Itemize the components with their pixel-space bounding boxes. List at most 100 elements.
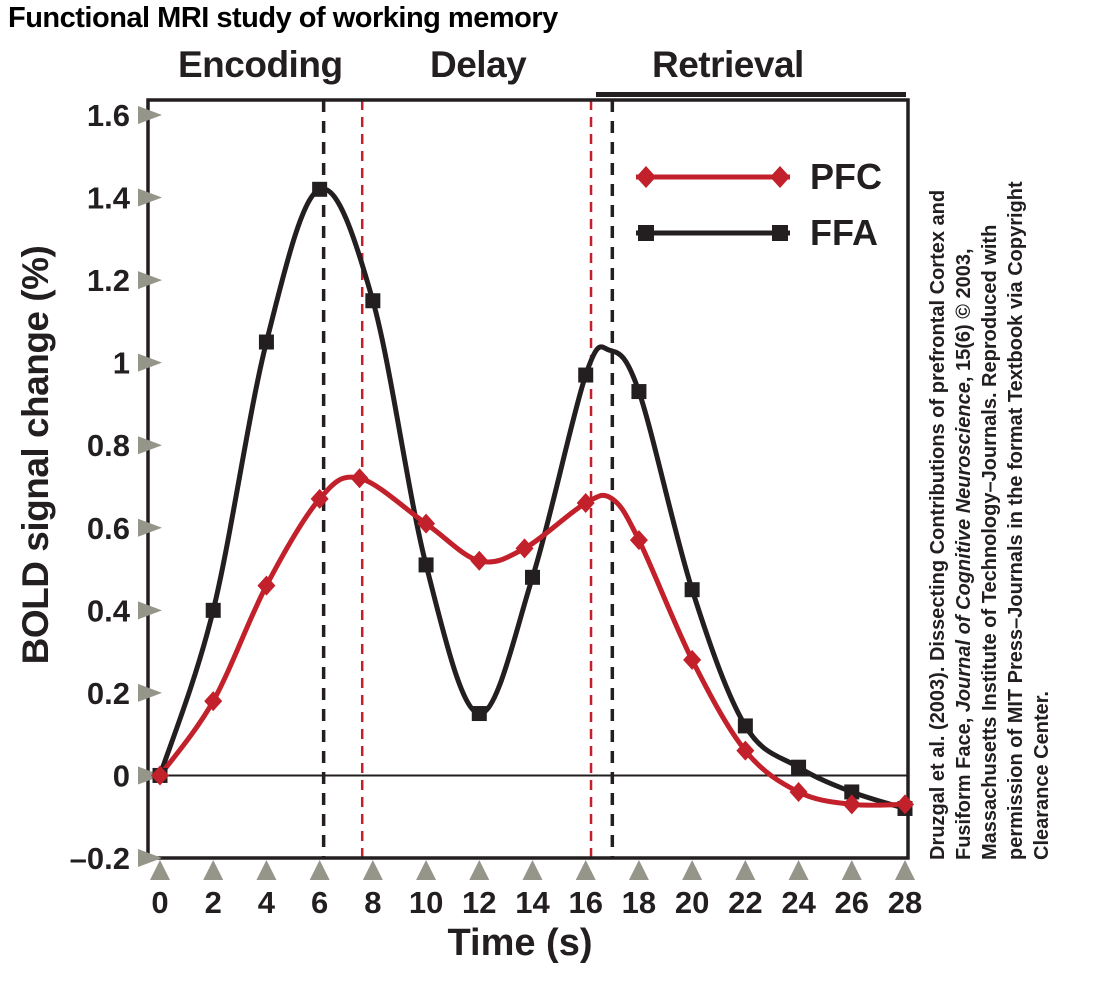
x-tick-label: 28 — [888, 885, 922, 920]
citation-line: permission of MIT Press–Journals in the … — [1003, 90, 1029, 860]
ffa-marker — [791, 759, 807, 775]
x-tick-label: 20 — [675, 885, 709, 920]
x-tick-label: 18 — [622, 885, 656, 920]
y-tick-triangle-icon — [138, 271, 162, 290]
x-tick-label: 0 — [151, 885, 168, 920]
ffa-marker — [844, 784, 860, 800]
x-tick-triangle-icon — [895, 860, 915, 880]
citation-line: Clearance Center. — [1029, 90, 1055, 860]
x-tick-triangle-icon — [256, 860, 277, 880]
x-tick-triangle-icon — [522, 860, 543, 880]
pfc-line-sample — [636, 166, 790, 188]
x-tick-label: 10 — [409, 885, 443, 920]
y-tick-label: 0.8 — [87, 428, 130, 463]
x-tick-label: 12 — [462, 885, 496, 920]
ffa-marker — [205, 602, 221, 618]
y-tick-triangle-icon — [138, 849, 162, 867]
x-tick-label: 8 — [364, 885, 381, 920]
citation-line: Fusiform Face, Journal of Cognitive Neur… — [951, 90, 977, 860]
x-tick-triangle-icon — [841, 860, 862, 880]
citation-line: Massachusetts Institute of Technology–Jo… — [977, 90, 1003, 860]
phase-label-encoding: Encoding — [178, 44, 343, 85]
x-tick-triangle-icon — [469, 860, 490, 880]
pfc-marker — [204, 691, 223, 712]
x-tick-label: 4 — [258, 885, 276, 920]
ffa-marker — [684, 582, 700, 598]
x-tick-triangle-icon — [150, 860, 170, 880]
ffa-marker — [525, 569, 540, 585]
pfc-marker — [629, 530, 648, 551]
legend-item-ffa: FFA — [628, 212, 882, 254]
ffa-marker — [737, 718, 753, 734]
x-tick-triangle-icon — [575, 860, 596, 880]
pfc-diamond-icon — [770, 166, 790, 188]
plot-frame — [146, 98, 910, 860]
legend-label-ffa: FFA — [810, 212, 878, 253]
y-tick-label: 0 — [113, 758, 130, 793]
legend: PFC FFA — [628, 156, 882, 268]
pfc-marker — [842, 794, 861, 815]
ffa-marker — [471, 706, 487, 722]
ffa-curve — [157, 186, 908, 811]
ffa-marker — [418, 557, 434, 573]
y-tick-label: 0.4 — [87, 593, 131, 628]
phase-label-delay: Delay — [430, 44, 527, 85]
y-tick-triangle-icon — [138, 353, 162, 372]
y-tick-triangle-icon — [138, 683, 162, 702]
pfc-marker — [576, 493, 595, 514]
ffa-square-icon — [772, 225, 788, 241]
citation-segment: Druzgal et al. (2003). Dissecting Contri… — [927, 189, 949, 860]
y-tick-label: –0.2 — [70, 841, 130, 876]
y-tick-label: 1 — [113, 346, 130, 381]
legend-label-pfc: PFC — [810, 156, 882, 197]
x-tick-triangle-icon — [788, 860, 809, 880]
ffa-marker — [258, 334, 274, 350]
pfc-curve — [157, 474, 908, 808]
x-tick-triangle-icon — [735, 860, 756, 880]
ffa-marker — [365, 293, 381, 309]
y-tick-triangle-icon — [138, 766, 162, 785]
pfc-marker — [683, 649, 702, 670]
ffa-line-sample — [636, 225, 790, 241]
ffa-marker — [312, 181, 328, 197]
pfc-marker — [470, 550, 489, 571]
x-tick-triangle-icon — [203, 860, 224, 880]
pfc-diamond-icon — [636, 166, 656, 188]
ffa-marker — [631, 384, 647, 400]
y-tick-triangle-icon — [138, 601, 162, 620]
ffa-marker — [578, 367, 594, 383]
pfc-marker — [151, 765, 169, 786]
citation-segment: Massachusetts Institute of Technology–Jo… — [979, 224, 1001, 860]
y-tick-triangle-icon — [138, 436, 162, 455]
x-tick-triangle-icon — [628, 860, 649, 880]
y-tick-triangle-icon — [138, 518, 162, 537]
x-tick-triangle-icon — [416, 860, 437, 880]
x-tick-triangle-icon — [309, 860, 330, 880]
y-tick-triangle-icon — [138, 106, 162, 124]
x-tick-label: 14 — [515, 885, 550, 920]
citation-segment: Clearance Center. — [1031, 691, 1053, 860]
citation: Druzgal et al. (2003). Dissecting Contri… — [925, 90, 1065, 860]
pfc-marker — [257, 575, 276, 596]
x-tick-label: 16 — [568, 885, 602, 920]
y-tick-label: 1.4 — [87, 181, 131, 216]
retrieval-underline — [596, 92, 906, 97]
x-tick-triangle-icon — [682, 860, 703, 880]
y-tick-label: 0.2 — [87, 676, 130, 711]
y-tick-label: 1.2 — [87, 263, 130, 298]
y-tick-label: 1.6 — [87, 98, 130, 133]
pfc-marker — [789, 781, 808, 802]
citation-segment: Journal of Cognitive Neuroscience — [953, 382, 975, 713]
x-tick-label: 24 — [781, 885, 816, 920]
pfc-marker — [350, 468, 369, 489]
citation-line: Druzgal et al. (2003). Dissecting Contri… — [925, 90, 951, 860]
pfc-marker — [515, 538, 534, 559]
ffa-square-icon — [638, 225, 654, 241]
y-tick-label: 0.6 — [87, 511, 130, 546]
phase-label-retrieval: Retrieval — [652, 44, 804, 85]
x-tick-label: 2 — [205, 885, 222, 920]
legend-item-pfc: PFC — [628, 156, 882, 198]
pfc-marker — [896, 794, 914, 815]
x-tick-label: 26 — [835, 885, 869, 920]
